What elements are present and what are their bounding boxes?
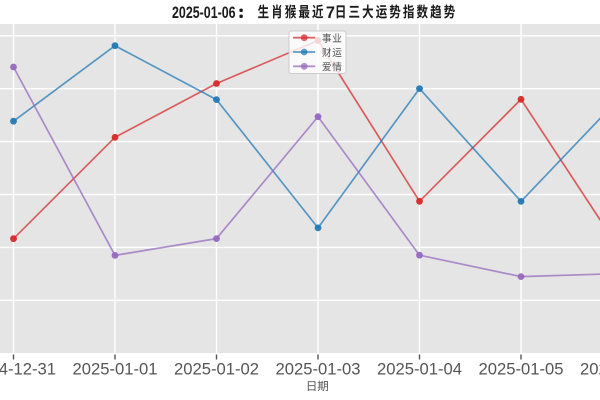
svg-text:2025-01-06: 2025-01-06 [172,3,236,22]
svg-text:2025-01-03: 2025-01-03 [276,361,361,379]
svg-text:2025-01-02: 2025-01-02 [174,361,259,379]
svg-text:2024-12-31: 2024-12-31 [0,361,56,379]
svg-text:2025-01-06: 2025-01-06 [580,361,600,379]
svg-text:2025-01-05: 2025-01-05 [479,361,564,379]
svg-text:2025-01-04: 2025-01-04 [377,361,462,379]
svg-text:7: 7 [326,4,335,22]
svg-text:2025-01-01: 2025-01-01 [73,361,158,379]
